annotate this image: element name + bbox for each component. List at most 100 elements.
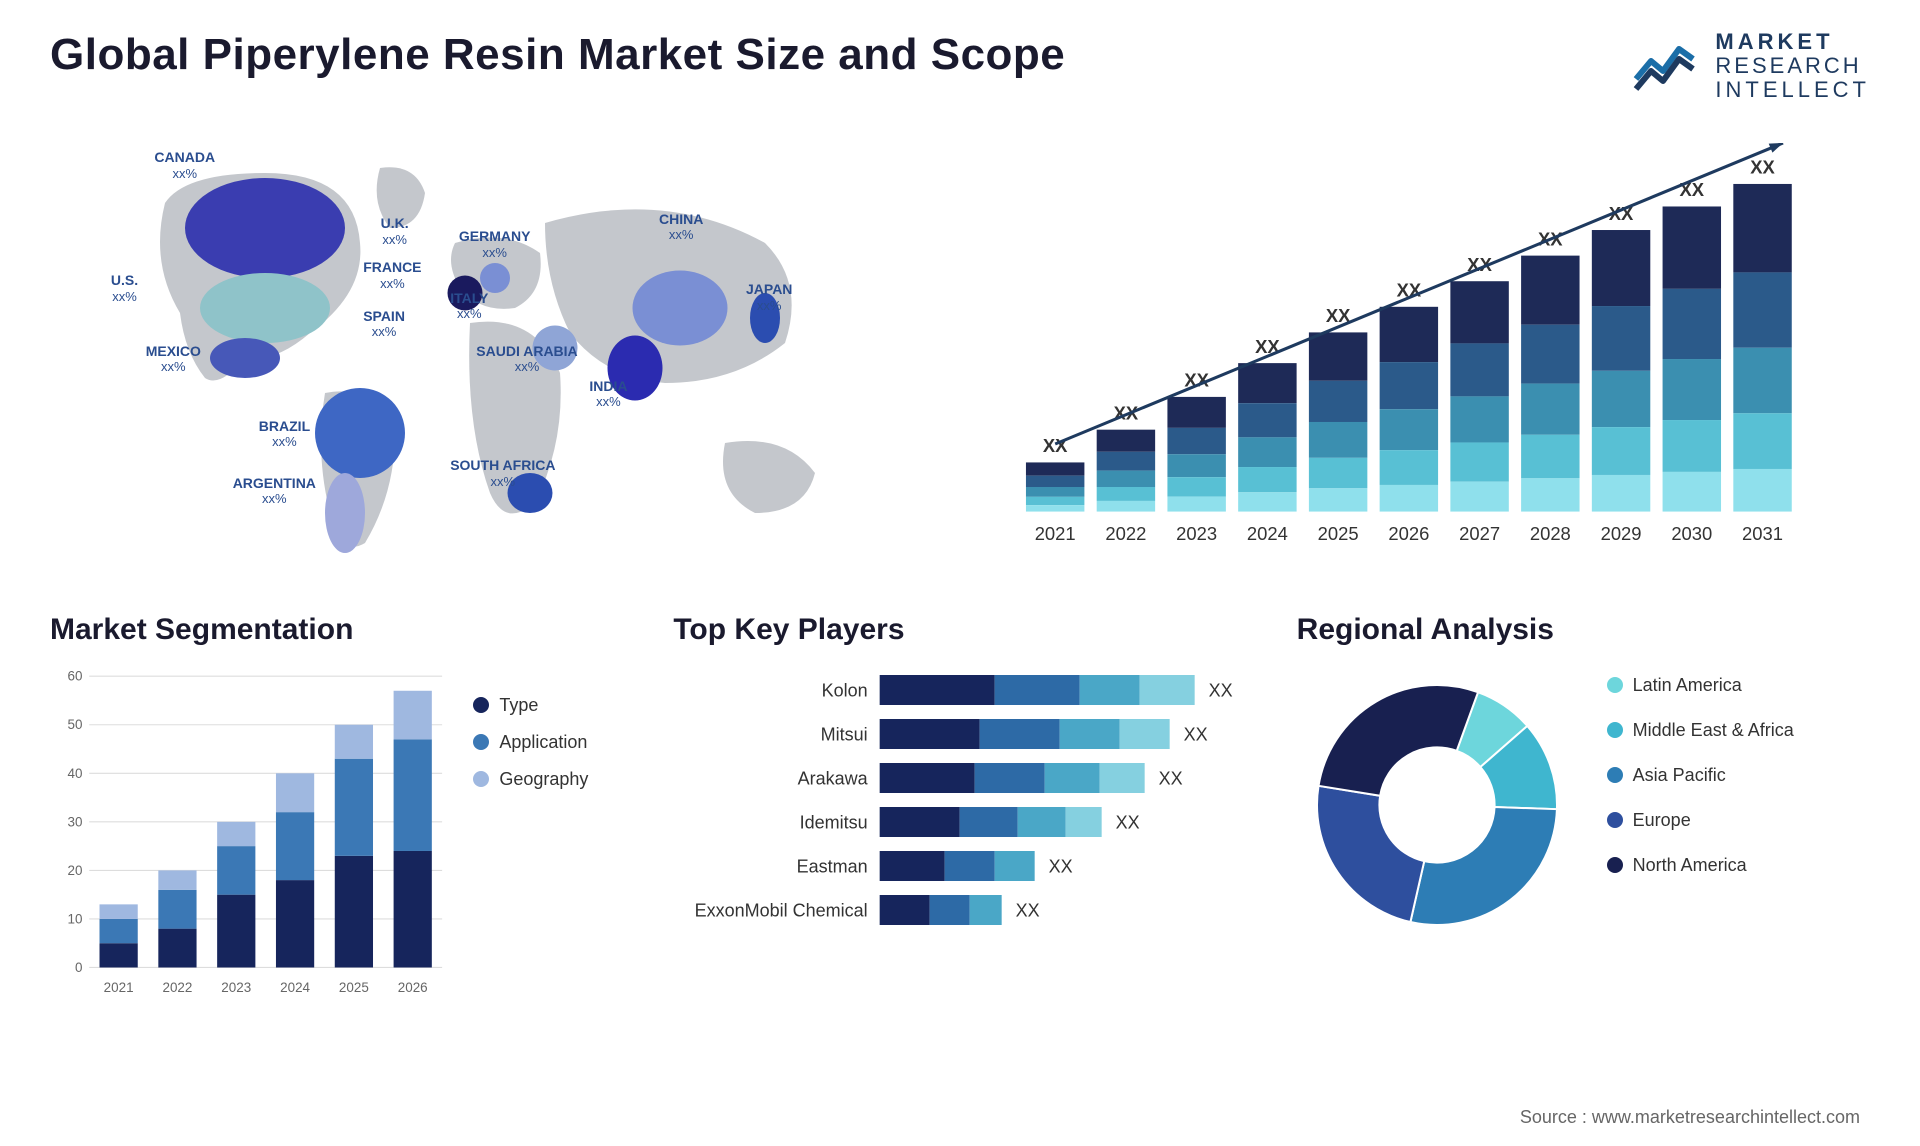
seg-bar-seg (158, 889, 196, 928)
player-bar-seg (970, 895, 1002, 925)
player-bar-seg (1066, 807, 1102, 837)
growth-bar-seg (1450, 343, 1508, 396)
player-bar-seg (980, 719, 1060, 749)
map-label-japan: JAPANxx% (746, 282, 792, 313)
player-value-label: XX (1016, 900, 1040, 920)
growth-year-label: 2030 (1671, 523, 1712, 544)
segmentation-body: 0102030405060202120222023202420252026 Ty… (50, 665, 623, 1001)
growth-bar-seg (1238, 437, 1296, 467)
growth-bar-seg (1309, 488, 1367, 511)
segmentation-title: Market Segmentation (50, 613, 623, 647)
player-bar-seg (1120, 719, 1170, 749)
growth-bar-seg (1450, 396, 1508, 442)
regional-legend-item: Latin America (1607, 675, 1870, 696)
seg-year-label: 2022 (162, 980, 192, 995)
growth-bar-seg (1380, 485, 1438, 512)
player-bar-seg (995, 851, 1035, 881)
seg-ytick: 40 (68, 765, 83, 780)
seg-year-label: 2023 (221, 980, 251, 995)
map-label-italy: ITALYxx% (450, 291, 488, 322)
seg-bar-seg (335, 855, 373, 967)
legend-swatch-icon (473, 771, 489, 787)
growth-bar-seg (1167, 427, 1225, 453)
players-body: KolonXXMitsuiXXArakawaXXIdemitsuXXEastma… (673, 665, 1246, 993)
legend-swatch-icon (1607, 722, 1623, 738)
map-label-canada: CANADAxx% (154, 150, 215, 181)
growth-year-label: 2026 (1388, 523, 1429, 544)
segmentation-legend: TypeApplicationGeography (473, 665, 623, 1001)
seg-bar-seg (335, 724, 373, 758)
player-value-label: XX (1209, 680, 1233, 700)
map-label-u.k.: U.K.xx% (381, 216, 409, 247)
regional-legend-item: Asia Pacific (1607, 765, 1870, 786)
seg-bar-seg (100, 943, 138, 967)
player-bar-seg (880, 895, 930, 925)
seg-bar-seg (158, 870, 196, 889)
player-bar-seg (1080, 675, 1140, 705)
donut-slice (1410, 807, 1557, 925)
logo-line1: MARKET (1715, 30, 1870, 54)
seg-bar-seg (335, 758, 373, 855)
seg-bar-seg (100, 904, 138, 919)
source-attribution: Source : www.marketresearchintellect.com (1520, 1107, 1860, 1128)
seg-bar-seg (158, 928, 196, 967)
donut-slice (1317, 785, 1424, 921)
page-title: Global Piperylene Resin Market Size and … (50, 30, 1065, 80)
player-name: ExxonMobil Chemical (695, 900, 868, 920)
bottom-row: Market Segmentation 01020304050602021202… (50, 613, 1870, 993)
donut-slice (1318, 685, 1477, 796)
map-label-mexico: MEXICOxx% (146, 344, 201, 375)
logo-mark-icon (1631, 39, 1701, 94)
world-map-panel: CANADAxx%U.S.xx%MEXICOxx%BRAZILxx%ARGENT… (50, 133, 920, 573)
top-row: CANADAxx%U.S.xx%MEXICOxx%BRAZILxx%ARGENT… (50, 133, 1870, 573)
arrowhead-icon (1769, 143, 1783, 153)
growth-bar-seg (1238, 403, 1296, 437)
map-region-germany (480, 263, 510, 293)
growth-bar-seg (1450, 442, 1508, 481)
growth-bar-seg (1663, 206, 1721, 288)
growth-bar-seg (1309, 457, 1367, 487)
seg-ytick: 20 (68, 862, 83, 877)
seg-year-label: 2021 (104, 980, 134, 995)
seg-legend-label: Geography (499, 769, 588, 790)
growth-bar-seg (1592, 427, 1650, 475)
regional-legend: Latin AmericaMiddle East & AfricaAsia Pa… (1607, 665, 1870, 993)
map-region-canada (185, 178, 345, 278)
growth-bar-seg (1309, 422, 1367, 458)
growth-year-label: 2023 (1176, 523, 1217, 544)
growth-chart-panel: XX2021XX2022XX2023XX2024XX2025XX2026XX20… (960, 133, 1870, 573)
legend-swatch-icon (1607, 767, 1623, 783)
logo-text: MARKET RESEARCH INTELLECT (1715, 30, 1870, 103)
player-bar-seg (1060, 719, 1120, 749)
regional-legend-label: Latin America (1633, 675, 1742, 696)
growth-bar-seg (1663, 420, 1721, 472)
growth-bar-seg (1167, 454, 1225, 477)
logo-line3: INTELLECT (1715, 78, 1870, 102)
player-bar-seg (945, 851, 995, 881)
seg-legend-label: Application (499, 732, 587, 753)
growth-bar-seg (1592, 370, 1650, 426)
legend-swatch-icon (1607, 812, 1623, 828)
seg-bar-seg (394, 690, 432, 739)
legend-swatch-icon (1607, 857, 1623, 873)
regional-legend-label: Asia Pacific (1633, 765, 1726, 786)
growth-bar-seg (1521, 434, 1579, 478)
growth-bar-seg (1380, 362, 1438, 409)
growth-year-label: 2021 (1035, 523, 1076, 544)
growth-bar-seg (1450, 481, 1508, 511)
growth-year-label: 2025 (1318, 523, 1359, 544)
player-bar-seg (880, 719, 980, 749)
map-region-argentina (325, 473, 365, 553)
map-label-france: FRANCExx% (363, 260, 421, 291)
seg-bar-seg (276, 880, 314, 967)
map-region-china (633, 270, 728, 345)
player-name: Arakawa (798, 768, 869, 788)
seg-bar-seg (217, 821, 255, 845)
growth-bar-seg (1026, 487, 1084, 497)
regional-legend-label: North America (1633, 855, 1747, 876)
growth-bar-seg (1450, 281, 1508, 343)
growth-year-label: 2028 (1530, 523, 1571, 544)
growth-bar-seg (1026, 462, 1084, 475)
seg-bar-seg (394, 851, 432, 968)
seg-ytick: 50 (68, 717, 83, 732)
